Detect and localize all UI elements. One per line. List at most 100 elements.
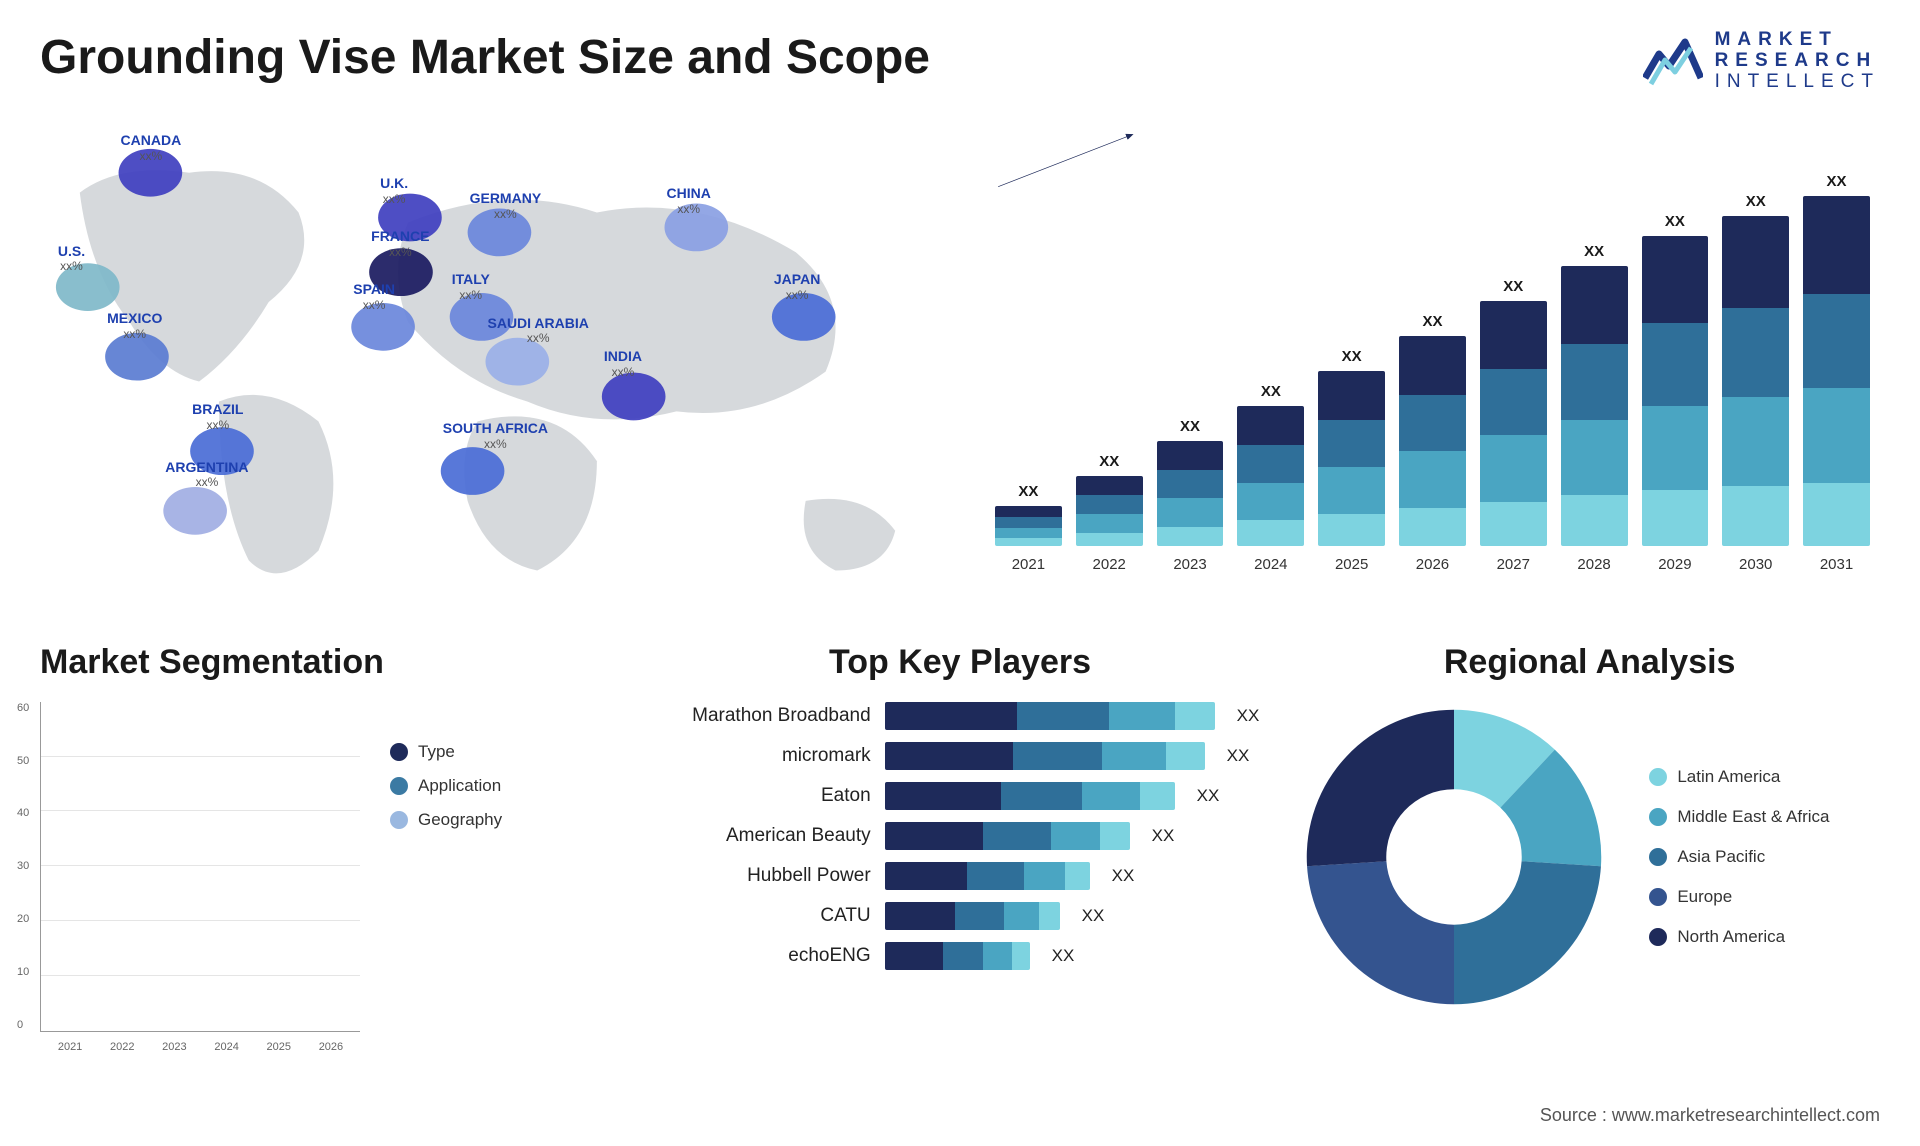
- country-pct: xx%: [488, 331, 589, 345]
- forecast-col-2030: XX 2030: [1722, 193, 1789, 573]
- forecast-bar: [1076, 476, 1143, 546]
- country-name: MEXICO: [107, 310, 162, 327]
- segmentation-panel: Market Segmentation 6050403020100 202120…: [40, 643, 621, 1032]
- kp-value: XX: [1112, 866, 1135, 886]
- forecast-value-label: XX: [1827, 173, 1847, 190]
- forecast-value-label: XX: [1342, 348, 1362, 365]
- country-pct: xx%: [667, 202, 711, 216]
- forecast-col-2026: XX 2026: [1399, 313, 1466, 573]
- forecast-value-label: XX: [1503, 278, 1523, 295]
- country-pct: xx%: [165, 475, 248, 489]
- forecast-year: 2024: [1254, 556, 1287, 573]
- country-name: SOUTH AFRICA: [443, 420, 548, 437]
- kp-name: micromark: [661, 745, 871, 767]
- seg-year: 2025: [267, 1041, 291, 1053]
- legend-label: Asia Pacific: [1677, 847, 1765, 867]
- country-pct: xx%: [443, 437, 548, 451]
- region-legend-item: Europe: [1649, 887, 1829, 907]
- regional-legend: Latin America Middle East & Africa Asia Pa…: [1649, 767, 1829, 947]
- donut-slice: [1454, 861, 1601, 1004]
- donut-slice: [1307, 861, 1454, 1004]
- country-pct: xx%: [121, 149, 182, 163]
- country-label-india: INDIAxx%: [604, 348, 642, 379]
- donut-slice: [1307, 709, 1454, 865]
- forecast-bar: [1803, 196, 1870, 546]
- country-label-mexico: MEXICOxx%: [107, 310, 162, 341]
- region-legend-item: Latin America: [1649, 767, 1829, 787]
- kp-name: American Beauty: [661, 825, 871, 847]
- legend-label: Type: [418, 742, 455, 762]
- forecast-col-2021: XX2021: [995, 483, 1062, 573]
- regional-donut: [1299, 702, 1609, 1012]
- forecast-col-2023: XX2023: [1157, 418, 1224, 573]
- forecast-value-label: XX: [1018, 483, 1038, 500]
- kp-bar: [885, 942, 1030, 970]
- country-name: INDIA: [604, 348, 642, 365]
- forecast-value-label: XX: [1180, 418, 1200, 435]
- forecast-year: 2026: [1416, 556, 1449, 573]
- country-name: BRAZIL: [192, 401, 243, 418]
- key-players-panel: Top Key Players Marathon BroadbandXXmicr…: [661, 643, 1260, 1032]
- country-name: SPAIN: [353, 281, 395, 298]
- country-label-brazil: BRAZILxx%: [192, 401, 243, 432]
- country-pct: xx%: [470, 207, 542, 221]
- country-pct: xx%: [452, 288, 490, 302]
- forecast-bar: [1237, 406, 1304, 546]
- region-legend-item: Asia Pacific: [1649, 847, 1829, 867]
- kp-name: Eaton: [661, 785, 871, 807]
- forecast-year: 2027: [1497, 556, 1530, 573]
- forecast-bar: [1399, 336, 1466, 546]
- forecast-bar: [1318, 371, 1385, 546]
- country-label-china: CHINAxx%: [667, 185, 711, 216]
- country-pct: xx%: [107, 327, 162, 341]
- segmentation-title: Market Segmentation: [40, 643, 621, 682]
- region-legend-item: Middle East & Africa: [1649, 807, 1829, 827]
- kp-name: echoENG: [661, 945, 871, 967]
- country-label-germany: GERMANYxx%: [470, 190, 542, 221]
- seg-y-tick: 30: [17, 860, 29, 872]
- forecast-year: 2030: [1739, 556, 1772, 573]
- country-name: ARGENTINA: [165, 459, 248, 476]
- kp-row: EatonXX: [661, 782, 1260, 810]
- logo-icon: [1643, 34, 1703, 88]
- country-label-italy: ITALYxx%: [452, 271, 490, 302]
- legend-label: Latin America: [1677, 767, 1780, 787]
- regional-title: Regional Analysis: [1299, 643, 1880, 682]
- country-pct: xx%: [380, 192, 408, 206]
- forecast-col-2027: XX 2027: [1480, 278, 1547, 573]
- kp-name: Marathon Broadband: [661, 705, 871, 727]
- legend-label: Application: [418, 776, 501, 796]
- country-label-argentina: ARGENTINAxx%: [165, 459, 248, 490]
- country-pct: xx%: [371, 245, 429, 259]
- country-pct: xx%: [604, 365, 642, 379]
- country-label-u-k-: U.K.xx%: [380, 175, 408, 206]
- forecast-year: 2025: [1335, 556, 1368, 573]
- country-name: U.S.: [58, 243, 85, 260]
- world-map-panel: CANADAxx%U.S.xx%MEXICOxx%BRAZILxx%ARGENT…: [40, 123, 935, 603]
- forecast-year: 2022: [1093, 556, 1126, 573]
- forecast-col-2022: XX2022: [1076, 453, 1143, 573]
- kp-bar: [885, 742, 1205, 770]
- forecast-col-2024: XX2024: [1237, 383, 1304, 573]
- kp-row: American Beauty XX: [661, 822, 1260, 850]
- kp-value: XX: [1237, 706, 1260, 726]
- forecast-bar: [1642, 236, 1709, 546]
- country-name: U.K.: [380, 175, 408, 192]
- kp-value: XX: [1152, 826, 1175, 846]
- forecast-value-label: XX: [1746, 193, 1766, 210]
- kp-bar: [885, 902, 1060, 930]
- forecast-chart-panel: XX2021XX2022XX2023XX2024XX2025XX2026XX20…: [985, 123, 1880, 603]
- country-label-spain: SPAINxx%: [353, 281, 395, 312]
- segmentation-legend: Type Application Geography: [390, 742, 502, 830]
- seg-year: 2022: [110, 1041, 134, 1053]
- country-name: CHINA: [667, 185, 711, 202]
- forecast-value-label: XX: [1422, 313, 1442, 330]
- kp-row: CATUXX: [661, 902, 1260, 930]
- legend-label: Middle East & Africa: [1677, 807, 1829, 827]
- country-label-u-s-: U.S.xx%: [58, 243, 85, 274]
- logo-line-3: INTELLECT: [1715, 72, 1880, 93]
- country-name: JAPAN: [774, 271, 820, 288]
- legend-label: Geography: [418, 810, 502, 830]
- country-pct: xx%: [58, 259, 85, 273]
- seg-legend-item: Geography: [390, 810, 502, 830]
